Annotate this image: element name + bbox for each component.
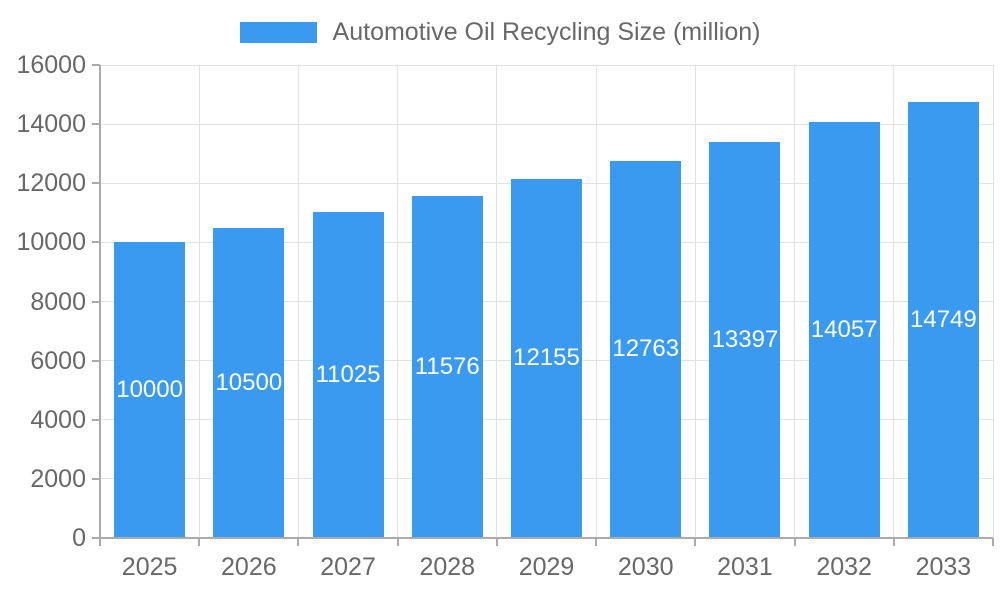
legend-label: Automotive Oil Recycling Size (million) — [332, 18, 761, 46]
x-axis-tick — [694, 538, 697, 546]
y-axis-tick — [92, 123, 100, 126]
gridline-vertical — [297, 65, 299, 538]
x-axis-label: 2030 — [617, 553, 674, 581]
bar-value-label: 12155 — [513, 344, 580, 372]
y-axis-tick — [92, 182, 100, 185]
gridline-horizontal — [100, 64, 993, 66]
legend-item[interactable]: Automotive Oil Recycling Size (million) — [239, 18, 761, 46]
gridline-vertical — [595, 65, 597, 538]
x-axis-label: 2032 — [816, 553, 872, 581]
x-axis-tick — [793, 538, 796, 546]
gridline-vertical — [198, 65, 200, 538]
bar-2032[interactable]: 14057 — [808, 122, 880, 538]
plot-area: 10000 10500 11025 11576 12155 12763 13397 14057… — [100, 64, 994, 538]
y-axis-tick-label: 6000 — [30, 346, 86, 375]
bar-2027[interactable]: 11025 — [312, 212, 384, 538]
x-axis-tick — [396, 538, 399, 546]
x-axis-tick — [892, 538, 895, 546]
bar-value-label: 13397 — [711, 325, 779, 353]
y-axis-tick — [92, 477, 100, 480]
gridline-vertical — [893, 65, 895, 538]
y-axis-tick — [92, 300, 100, 303]
bar-2028[interactable]: 11576 — [411, 195, 483, 538]
x-axis-label: 2031 — [717, 553, 773, 581]
gridline-vertical — [496, 65, 498, 538]
bar-2033[interactable]: 14749 — [907, 101, 979, 538]
y-axis-tick-label: 12000 — [16, 169, 86, 198]
y-axis-line — [99, 65, 101, 546]
y-axis-tick-label: 2000 — [30, 464, 86, 493]
legend: Automotive Oil Recycling Size (million) — [0, 19, 1000, 46]
x-axis-line — [92, 537, 993, 539]
x-axis-label: 2026 — [221, 553, 277, 581]
bar-value-label: 14057 — [810, 316, 878, 344]
y-axis-tick — [92, 418, 100, 421]
x-axis-tick — [595, 538, 598, 546]
y-axis-tick — [92, 64, 100, 66]
y-axis-tick-label: 16000 — [16, 51, 86, 79]
bar-value-label: 10500 — [215, 368, 283, 396]
bar-2031[interactable]: 13397 — [709, 141, 781, 538]
bar-2025[interactable]: 10000 — [114, 242, 186, 538]
x-axis-label: 2033 — [915, 553, 972, 581]
gridline-vertical — [694, 65, 696, 538]
gridline-vertical — [397, 65, 399, 538]
bar-2026[interactable]: 10500 — [213, 227, 285, 538]
gridline-vertical — [992, 65, 994, 538]
x-axis-tick — [297, 538, 300, 546]
bar-value-label: 12763 — [612, 335, 680, 363]
x-axis-label: 2025 — [121, 553, 178, 581]
gridline-vertical — [794, 65, 796, 538]
y-axis-tick-label: 14000 — [16, 110, 86, 139]
bar-value-label: 10000 — [116, 376, 183, 404]
bar-value-label: 14749 — [910, 305, 977, 333]
y-axis-tick-label: 8000 — [30, 287, 86, 316]
bar-value-label: 11576 — [414, 352, 480, 380]
legend-swatch-icon — [239, 22, 317, 43]
x-axis-label: 2028 — [419, 553, 476, 581]
bar-value-label: 11025 — [315, 361, 381, 389]
y-axis-tick-label: 10000 — [16, 228, 86, 257]
y-axis-tick — [92, 241, 100, 244]
x-axis-label: 2027 — [320, 553, 376, 581]
x-axis-tick — [198, 538, 201, 546]
y-axis-tick-label: 0 — [72, 524, 86, 552]
bar-2030[interactable]: 12763 — [610, 160, 682, 538]
y-axis-tick — [92, 359, 100, 362]
bar-2029[interactable]: 12155 — [511, 178, 582, 538]
y-axis-tick-label: 4000 — [30, 405, 86, 434]
x-axis-label: 2029 — [518, 553, 575, 581]
gridline-horizontal — [100, 123, 993, 125]
x-axis-tick — [495, 538, 498, 546]
x-axis-tick — [992, 538, 994, 546]
